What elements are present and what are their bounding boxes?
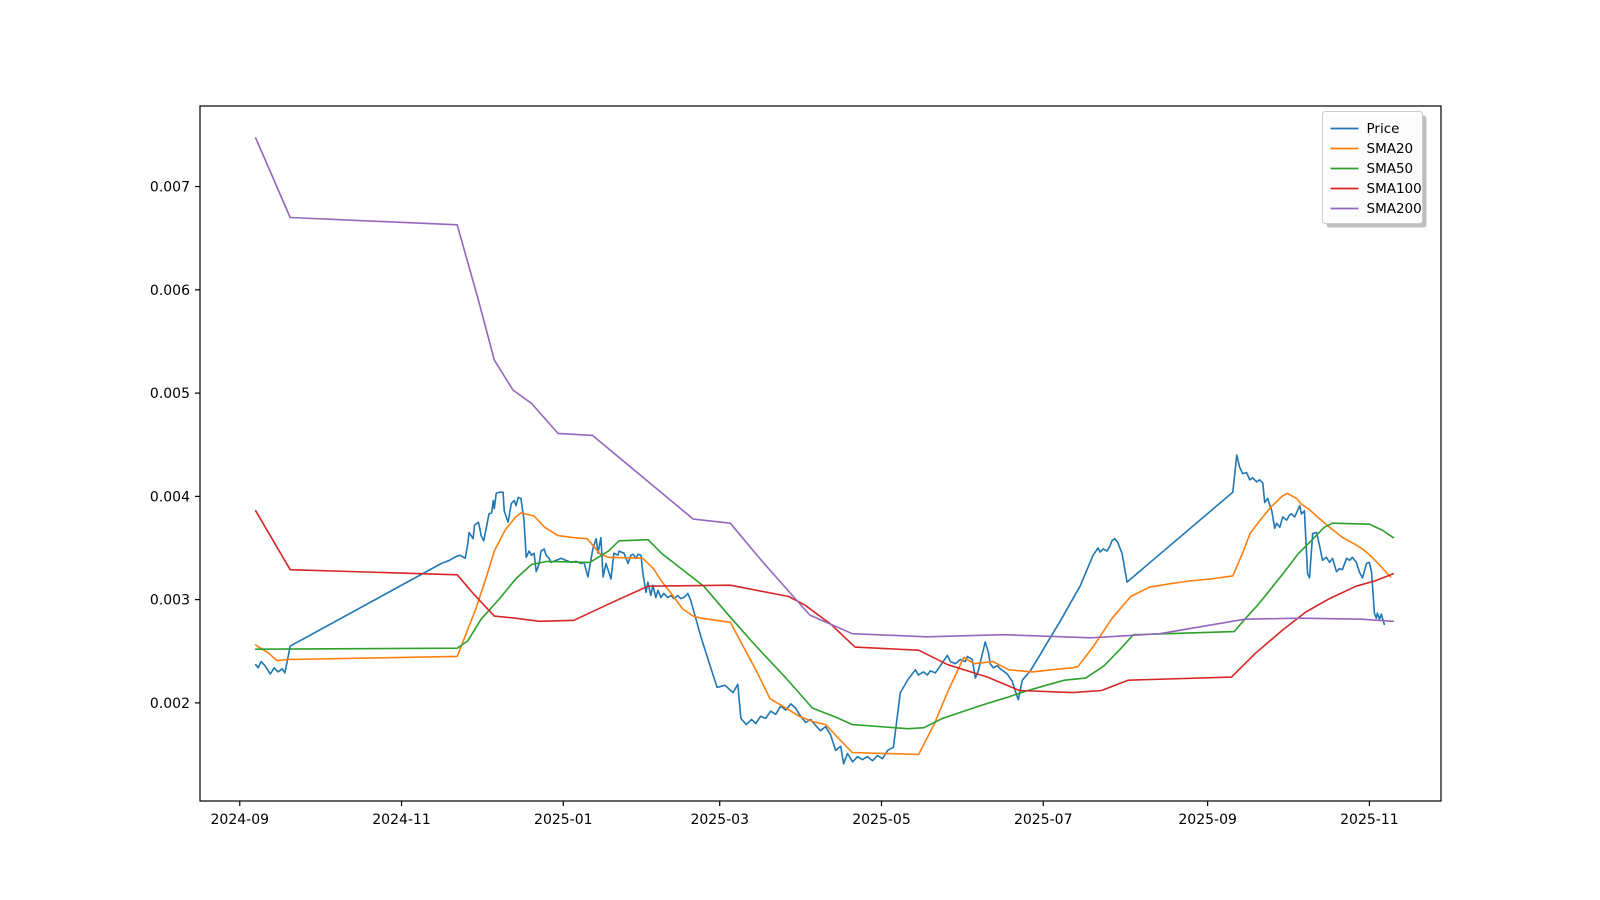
legend-label-price: Price	[1367, 121, 1400, 137]
legend-label-sma200: SMA200	[1367, 201, 1422, 217]
y-tick-label-0.002: 0.002	[150, 696, 190, 712]
y-tick-label-0.007: 0.007	[150, 180, 190, 196]
x-tick-label-2025-01: 2025-01	[534, 812, 593, 828]
series-line-sma20	[254, 492, 1392, 756]
x-tick-label-2024-11: 2024-11	[372, 812, 431, 828]
legend-label-sma100: SMA100	[1367, 181, 1422, 197]
series-line-sma50	[254, 522, 1395, 730]
legend-entry-price: Price	[1330, 121, 1400, 137]
y-tick-label-0.005: 0.005	[150, 386, 190, 402]
legend-entry-sma50: SMA50	[1330, 161, 1414, 177]
legend-label-sma20: SMA20	[1367, 141, 1414, 157]
legend: Price SMA20 SMA50 SMA100 SMA200	[1322, 111, 1427, 228]
plot-frame	[199, 105, 1442, 802]
x-tick-label-2025-09: 2025-09	[1178, 812, 1237, 828]
series-line-price	[254, 454, 1386, 765]
legend-entry-sma200: SMA200	[1330, 201, 1422, 217]
x-tick-label-2025-03: 2025-03	[690, 812, 749, 828]
y-tick-label-0.003: 0.003	[150, 593, 190, 609]
x-tick-label-2025-05: 2025-05	[852, 812, 911, 828]
series-line-sma200	[254, 137, 1395, 639]
legend-label-sma50: SMA50	[1367, 161, 1414, 177]
x-tick-label-2024-09: 2024-09	[211, 812, 270, 828]
legend-box	[1322, 111, 1423, 224]
x-tick-label-2025-11: 2025-11	[1340, 812, 1399, 828]
legend-entry-sma100: SMA100	[1330, 181, 1422, 197]
y-tick-label-0.006: 0.006	[150, 283, 190, 299]
y-tick-label-0.004: 0.004	[150, 489, 190, 505]
series-line-sma100	[254, 510, 1395, 694]
x-tick-label-2025-07: 2025-07	[1014, 812, 1073, 828]
legend-entry-sma20: SMA20	[1330, 141, 1414, 157]
